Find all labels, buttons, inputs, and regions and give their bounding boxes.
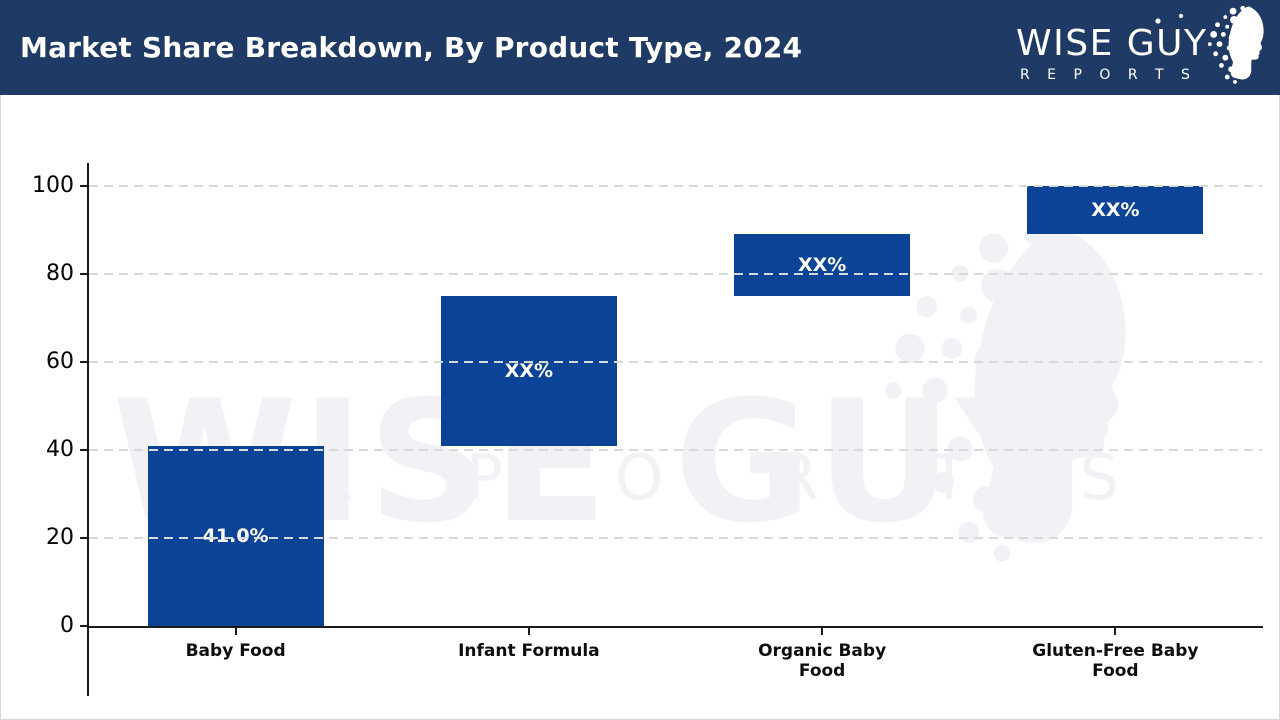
x-axis-tick: [821, 628, 824, 635]
x-axis-category-label: Organic Baby Food: [758, 641, 887, 682]
y-axis-tick-label: 80: [46, 261, 74, 286]
x-axis-category-label: Gluten-Free Baby Food: [1032, 641, 1199, 682]
bar-value-label: XX%: [797, 254, 847, 277]
waterfall-bar: 41.0%: [147, 445, 324, 626]
bar-value-label: XX%: [504, 359, 554, 382]
header-bar: Market Share Breakdown, By Product Type,…: [0, 0, 1280, 95]
x-axis-tick: [234, 628, 237, 635]
y-axis-tick: [80, 361, 87, 363]
waterfall-bar: XX%: [1027, 186, 1204, 235]
bar-value-label: XX%: [1091, 199, 1140, 222]
y-axis-tick-label: 20: [46, 525, 74, 550]
x-axis-tick: [1114, 628, 1117, 635]
x-axis-category-label: Infant Formula: [458, 641, 600, 661]
y-axis-tick: [80, 537, 87, 539]
bar-value-label: 41.0%: [202, 524, 269, 547]
y-axis-tick: [80, 449, 87, 451]
x-axis-spine: [87, 626, 1263, 628]
plot-area: WISE GUY R E P O R T S 0 20 40 60 80 100 41.0%…: [0, 95, 1280, 720]
gridline: [89, 273, 1262, 275]
y-axis-spine: [87, 163, 89, 696]
y-axis-tick-label: 100: [32, 173, 74, 198]
logo-wordmark: WISE GUY: [1016, 23, 1208, 64]
y-axis-tick-label: 0: [60, 613, 74, 638]
gridline: [89, 361, 1262, 363]
gridline: [89, 185, 1262, 187]
logo-head-icon: [1207, 5, 1264, 84]
y-axis-tick: [80, 273, 87, 275]
waterfall-bar: XX%: [440, 296, 617, 446]
x-axis-category-label: Baby Food: [185, 641, 286, 661]
wiseguy-logo: WISE GUY R E P O R T S: [1016, 5, 1264, 84]
chart-title: Market Share Breakdown, By Product Type,…: [20, 31, 803, 64]
gridline: [89, 537, 1262, 539]
y-axis-tick: [80, 625, 87, 627]
y-axis-tick: [80, 185, 87, 187]
logo-subtext: R E P O R T S: [1020, 67, 1196, 83]
gridline: [89, 449, 1262, 451]
x-axis-tick: [527, 628, 530, 635]
waterfall-bar: XX%: [734, 234, 911, 296]
y-axis-tick-label: 60: [46, 349, 74, 374]
y-axis-tick-label: 40: [46, 437, 74, 462]
